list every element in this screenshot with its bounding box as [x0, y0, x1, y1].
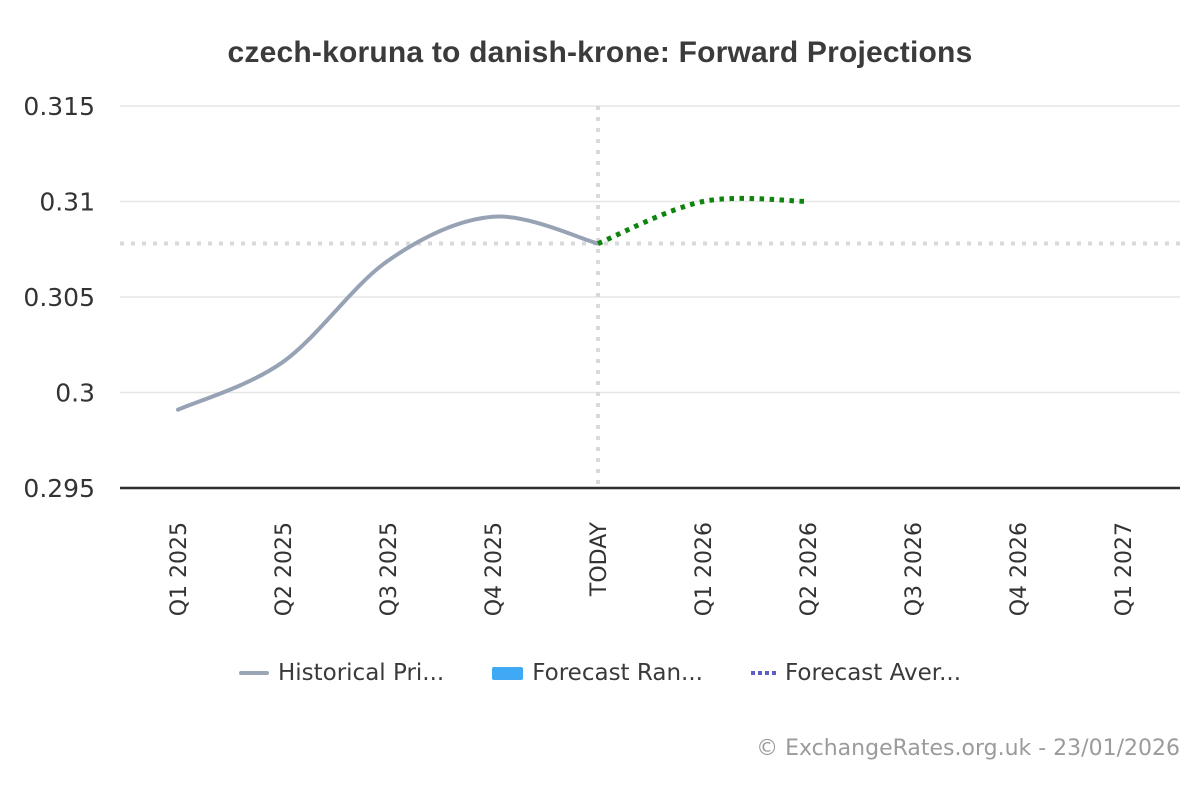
x-tick-label: Q2 2025	[272, 522, 297, 616]
x-tick-label: Q1 2025	[167, 522, 192, 616]
y-tick-label: 0.305	[23, 283, 95, 312]
chart-title: czech-koruna to danish-krone: Forward Pr…	[227, 36, 973, 69]
x-tick-label: Q4 2026	[1007, 522, 1032, 616]
y-tick-label: 0.315	[23, 92, 95, 121]
x-tick-label: Q1 2027	[1112, 522, 1137, 616]
y-tick-label: 0.31	[39, 188, 95, 217]
forecast-average-line	[597, 195, 809, 246]
x-tick-label: Q1 2026	[692, 522, 717, 616]
y-tick-label: 0.3	[55, 379, 95, 408]
legend-item-historical-pri[interactable]: Historical Pri...	[238, 660, 445, 686]
legend-line-swatch-icon	[238, 671, 269, 675]
x-tick-label: Q3 2025	[377, 522, 402, 616]
legend-item-forecast-ran[interactable]: Forecast Ran...	[492, 660, 703, 686]
legend-rect-swatch-icon	[492, 666, 524, 680]
x-tick-label: TODAY	[587, 521, 612, 597]
chart-legend: Historical Pri... Forecast Ran... Forecast…	[0, 660, 1200, 686]
historical-price-line	[176, 214, 600, 412]
y-tick-label: 0.295	[23, 474, 95, 503]
legend-label: Forecast Aver...	[784, 660, 962, 686]
x-tick-label: Q3 2026	[902, 522, 927, 616]
x-tick-label: Q2 2026	[797, 522, 822, 616]
x-tick-label: Q4 2025	[482, 522, 507, 616]
legend-item-forecast-aver[interactable]: Forecast Aver...	[750, 660, 962, 686]
legend-dotted-swatch-icon	[750, 671, 776, 675]
attribution-text: © ExchangeRates.org.uk - 23/01/2026	[756, 736, 1180, 761]
legend-label: Forecast Ran...	[532, 660, 703, 686]
legend-label: Historical Pri...	[277, 660, 445, 686]
